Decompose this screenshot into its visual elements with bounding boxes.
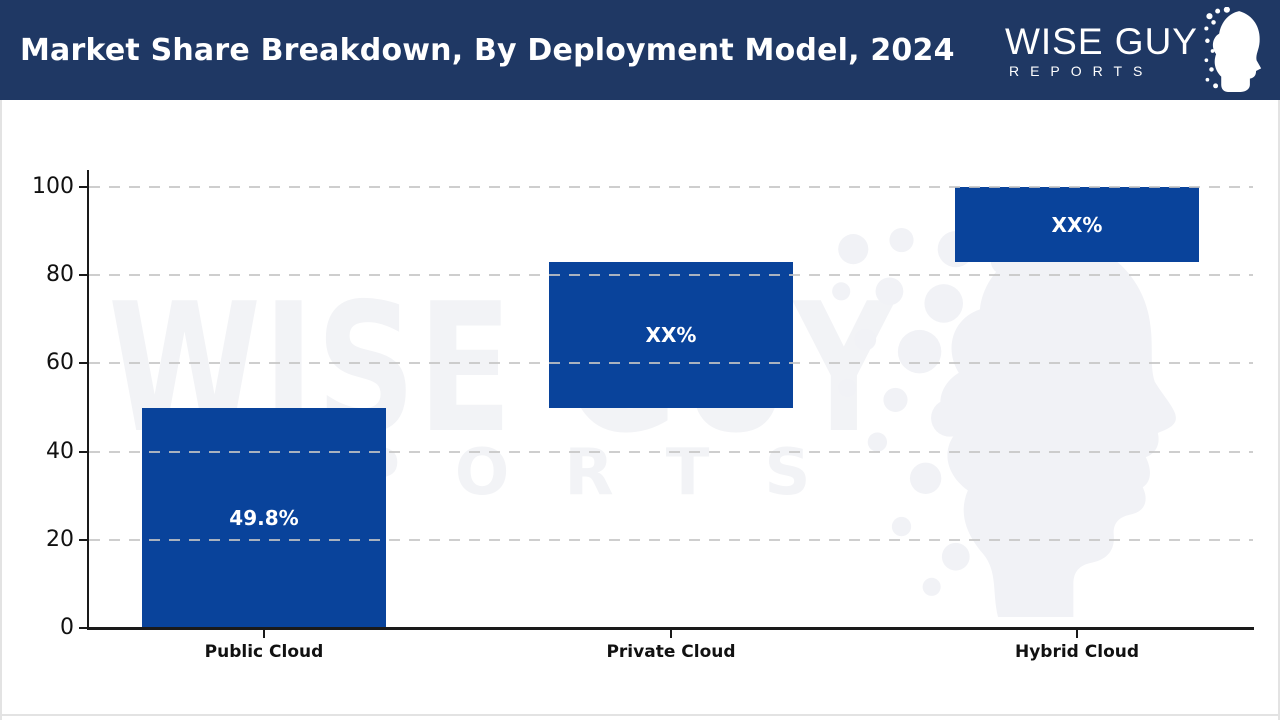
- y-tick-40: [79, 450, 87, 453]
- gridline-100: [89, 186, 1253, 188]
- chart-area: WISE GUY REPORTS 49.8% XX% XX% 0 20 40 60 80 100…: [0, 100, 1280, 720]
- brand-name: WISE GUY: [1004, 20, 1198, 62]
- watermark-face-icon: [832, 228, 1176, 617]
- bar-public-cloud: [142, 408, 386, 628]
- x-axis-category-label: Hybrid Cloud: [1014, 642, 1140, 662]
- y-axis-tick-label: 80: [46, 262, 74, 288]
- brand-face-icon: [1204, 7, 1262, 92]
- x-axis-category-label: Public Cloud: [204, 642, 324, 662]
- brand-logo: WISE GUY REPORTS: [1005, 7, 1266, 93]
- chart-title: Market Share Breakdown, By Deployment Mo…: [20, 32, 955, 68]
- y-tick-100: [79, 186, 87, 188]
- x-axis-category-label: Private Cloud: [606, 642, 736, 662]
- y-axis-tick-label: 20: [46, 526, 74, 552]
- y-axis-tick-label: 100: [32, 174, 74, 199]
- gridline-20: [89, 538, 1253, 541]
- brand-subtitle: REPORTS: [1008, 62, 1154, 79]
- x-axis-line: [87, 627, 1254, 630]
- y-tick-60: [79, 362, 87, 365]
- y-axis-tick-label: 60: [46, 350, 74, 376]
- bar-value-label: 49.8%: [229, 506, 299, 531]
- bar-hybrid-cloud: [955, 187, 1199, 263]
- x-tick-1: [263, 630, 265, 638]
- header-bar: Market Share Breakdown, By Deployment Mo…: [0, 0, 1280, 100]
- brand-text: WISE GUY REPORTS: [1005, 23, 1198, 78]
- x-tick-3: [1076, 630, 1078, 638]
- y-tick-0: [79, 627, 87, 629]
- y-tick-80: [79, 274, 87, 277]
- y-axis-line: [87, 170, 89, 630]
- gridline-80: [89, 274, 1253, 277]
- bar-value-label: XX%: [645, 323, 697, 348]
- bar-value-label: XX%: [1051, 212, 1103, 237]
- y-axis-tick-label: 0: [60, 615, 74, 640]
- gridline-40: [89, 450, 1253, 453]
- y-tick-20: [79, 538, 87, 541]
- y-axis-tick-label: 40: [46, 438, 74, 464]
- x-tick-2: [670, 630, 672, 638]
- gridline-60: [89, 362, 1253, 365]
- bar-private-cloud: [549, 262, 793, 409]
